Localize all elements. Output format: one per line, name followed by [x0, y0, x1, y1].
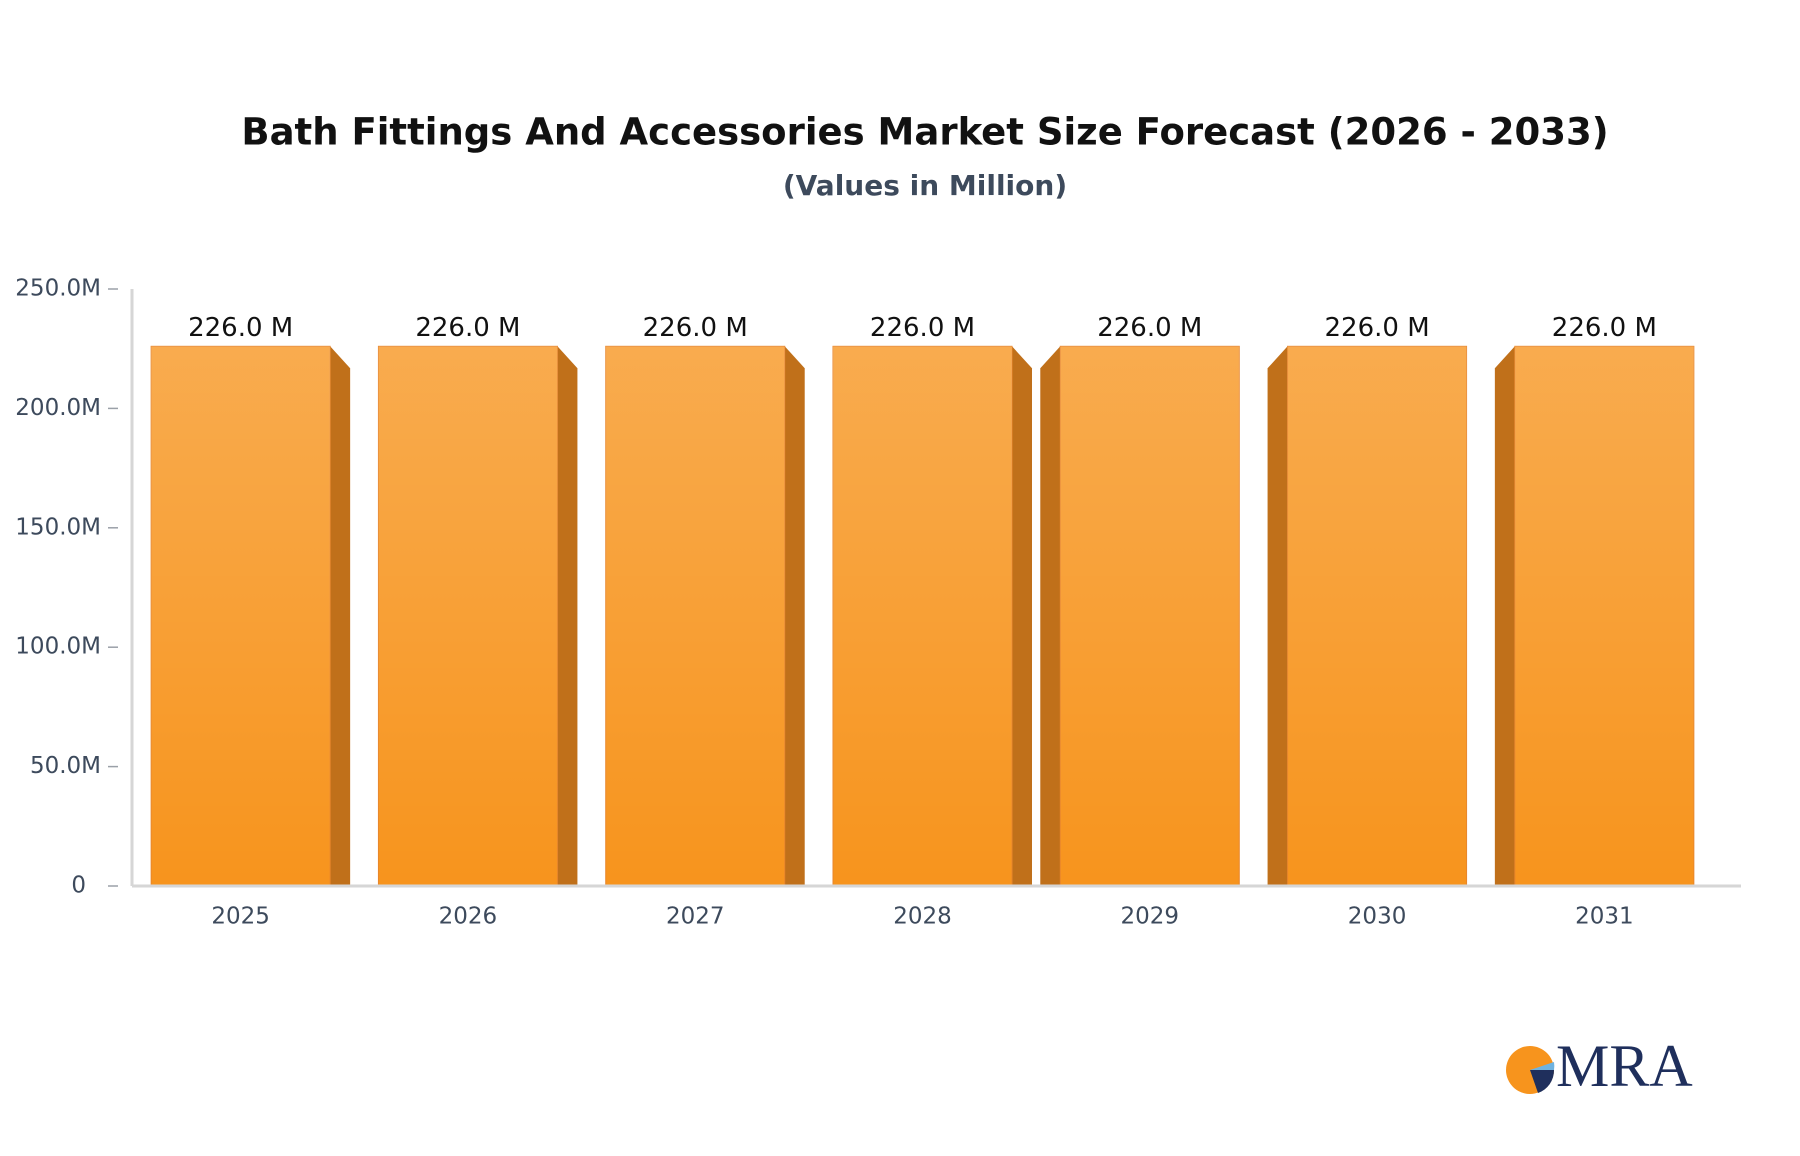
value-label: 226.0 M	[870, 313, 975, 343]
value-label: 226.0 M	[1552, 313, 1657, 343]
bar-side	[1267, 346, 1288, 886]
x-tick-label: 2027	[666, 904, 725, 930]
logo-text: MRA	[1556, 1033, 1693, 1099]
value-label: 226.0 M	[1097, 313, 1202, 343]
value-label: 226.0 M	[1325, 313, 1430, 343]
bar-sheen	[1514, 346, 1694, 886]
bar-sheen	[151, 346, 331, 886]
bar-sheen	[833, 346, 1012, 886]
x-tick-label: 2029	[1121, 904, 1180, 930]
bar-sheen	[1060, 346, 1240, 886]
x-tick-label: 2026	[439, 904, 498, 930]
bar-side	[1040, 346, 1061, 886]
value-label: 226.0 M	[188, 313, 293, 343]
bar-side	[1012, 346, 1032, 886]
value-label: 226.0 M	[643, 313, 748, 343]
bar-side	[1494, 346, 1515, 886]
x-tick-label: 2030	[1348, 904, 1407, 930]
y-tick-label: 250.0M	[15, 276, 101, 302]
y-tick-label: 200.0M	[15, 395, 101, 421]
bar-sheen	[378, 346, 558, 886]
bar-sheen	[1287, 346, 1467, 886]
x-tick-label: 2025	[211, 904, 270, 930]
x-tick-label: 2031	[1575, 904, 1634, 930]
y-tick-label: 150.0M	[15, 514, 101, 540]
y-tick-label: 100.0M	[15, 634, 101, 660]
logo-slice	[1530, 1062, 1555, 1070]
x-tick-label: 2028	[893, 904, 952, 930]
logo-slice	[1530, 1070, 1555, 1093]
logo: MRA	[1506, 1033, 1693, 1099]
chart-subtitle: (Values in Million)	[783, 169, 1067, 202]
y-tick-label: 50.0M	[30, 753, 101, 779]
value-label: 226.0 M	[415, 313, 520, 343]
bar-side	[330, 346, 351, 886]
chart-title: Bath Fittings And Accessories Market Siz…	[241, 111, 1608, 154]
y-tick-label: 0	[71, 873, 86, 899]
bar-side	[784, 346, 805, 886]
bar-sheen	[605, 346, 785, 886]
bar-side	[557, 346, 578, 886]
